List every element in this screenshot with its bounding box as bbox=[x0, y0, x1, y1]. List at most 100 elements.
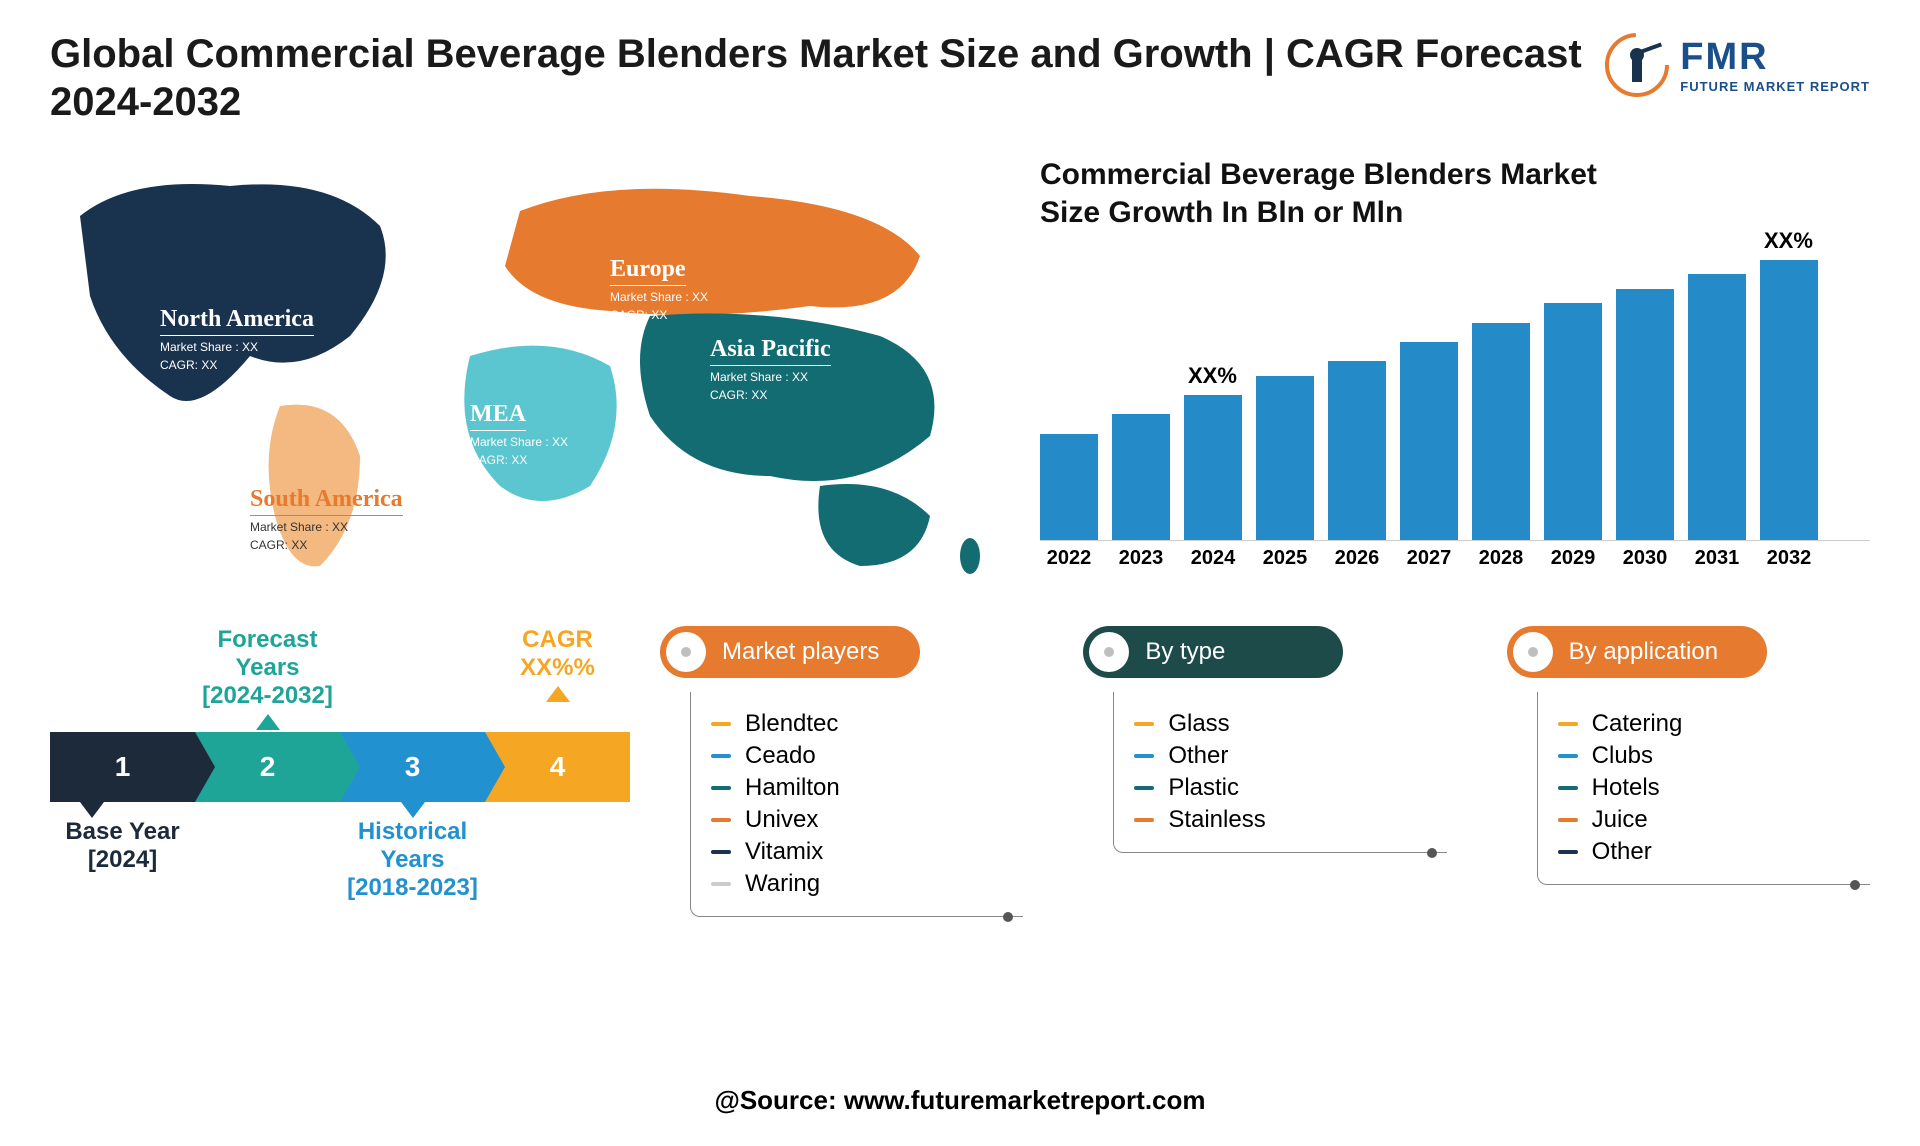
list-item: Glass bbox=[1134, 710, 1446, 738]
timeline-base-title: Base Year bbox=[50, 818, 195, 846]
bar-x-label: 2031 bbox=[1688, 547, 1746, 570]
world-map: North AmericaMarket Share : XXCAGR: XX So… bbox=[50, 156, 1000, 576]
arrow-up-icon bbox=[256, 714, 280, 730]
chart-annotation: XX% bbox=[1764, 228, 1813, 254]
list-item: Vitamix bbox=[711, 838, 1023, 866]
bar-2024 bbox=[1184, 395, 1242, 540]
list-item: Blendtec bbox=[711, 710, 1023, 738]
mid-section: North AmericaMarket Share : XXCAGR: XX So… bbox=[50, 156, 1870, 576]
dot-icon bbox=[1089, 632, 1129, 672]
tick-icon bbox=[1134, 818, 1154, 822]
tick-icon bbox=[711, 754, 731, 758]
lower-section: Forecast Years [2024-2032] CAGR XX%% 123… bbox=[50, 626, 1870, 917]
tick-icon bbox=[1558, 818, 1578, 822]
category-list: Blendtec Ceado Hamilton Univex Vitamix Waring bbox=[690, 692, 1023, 917]
timeline-seg-3: 3 bbox=[340, 732, 485, 802]
tick-icon bbox=[1134, 786, 1154, 790]
bar-2030 bbox=[1616, 289, 1674, 540]
list-item: Other bbox=[1558, 838, 1870, 866]
chart-title: Commercial Beverage Blenders Market Size… bbox=[1040, 156, 1600, 231]
tick-icon bbox=[711, 786, 731, 790]
category-list: Catering Clubs Hotels Juice Other bbox=[1537, 692, 1870, 885]
timeline-hist-title: Historical Years bbox=[340, 818, 485, 874]
timeline-seg-4: 4 bbox=[485, 732, 630, 802]
chart-annotation: XX% bbox=[1188, 363, 1237, 389]
bar-x-label: 2032 bbox=[1760, 547, 1818, 570]
category-list: Glass Other Plastic Stainless bbox=[1113, 692, 1446, 853]
timeline-hist-range: [2018-2023] bbox=[340, 874, 485, 902]
category-columns: Market players Blendtec Ceado Hamilton Unive… bbox=[660, 626, 1870, 917]
category-market-players: Market players Blendtec Ceado Hamilton Unive… bbox=[660, 626, 1023, 917]
bar-x-label: 2025 bbox=[1256, 547, 1314, 570]
chart-bars: XX%XX% bbox=[1040, 251, 1870, 541]
bar-2029 bbox=[1544, 303, 1602, 540]
timeline-cagr-title: CAGR bbox=[485, 626, 630, 654]
map-region-ap-nz bbox=[960, 538, 980, 574]
bar-x-label: 2027 bbox=[1400, 547, 1458, 570]
bar-2028 bbox=[1472, 323, 1530, 541]
bar-x-label: 2023 bbox=[1112, 547, 1170, 570]
bar-2022 bbox=[1040, 434, 1098, 540]
chart-x-labels: 2022202320242025202620272028202920302031… bbox=[1040, 547, 1870, 570]
logo: FMR FUTURE MARKET REPORT bbox=[1602, 30, 1870, 100]
tick-icon bbox=[711, 722, 731, 726]
tick-icon bbox=[1558, 850, 1578, 854]
map-label-mea: MEAMarket Share : XXCAGR: XX bbox=[470, 401, 568, 467]
category-by-type: By type Glass Other Plastic Stainless bbox=[1083, 626, 1446, 917]
category-header: By application bbox=[1507, 626, 1767, 678]
bar-2031 bbox=[1688, 274, 1746, 540]
timeline-cagr-range: XX%% bbox=[485, 654, 630, 682]
map-label-eu: EuropeMarket Share : XXCAGR: XX bbox=[610, 256, 708, 322]
category-header: Market players bbox=[660, 626, 920, 678]
tick-icon bbox=[1558, 722, 1578, 726]
list-item: Juice bbox=[1558, 806, 1870, 834]
arrow-down-icon bbox=[401, 802, 425, 818]
arrow-up-icon bbox=[546, 686, 570, 702]
bar-x-label: 2022 bbox=[1040, 547, 1098, 570]
map-label-ap: Asia PacificMarket Share : XXCAGR: XX bbox=[710, 336, 831, 402]
bar-2032 bbox=[1760, 260, 1818, 540]
bar-x-label: 2028 bbox=[1472, 547, 1530, 570]
timeline-base-range: [2024] bbox=[50, 846, 195, 874]
bar-chart: Commercial Beverage Blenders Market Size… bbox=[1040, 156, 1870, 576]
timeline-seg-2: 2 bbox=[195, 732, 340, 802]
list-item: Waring bbox=[711, 870, 1023, 898]
tick-icon bbox=[1134, 754, 1154, 758]
page-title: Global Commercial Beverage Blenders Mark… bbox=[50, 30, 1600, 126]
list-item: Hamilton bbox=[711, 774, 1023, 802]
header: Global Commercial Beverage Blenders Mark… bbox=[50, 30, 1870, 126]
tick-icon bbox=[1558, 754, 1578, 758]
tick-icon bbox=[711, 818, 731, 822]
map-region-eu bbox=[505, 189, 920, 315]
map-region-ap-aus bbox=[818, 484, 930, 566]
list-item: Other bbox=[1134, 742, 1446, 770]
tick-icon bbox=[711, 850, 731, 854]
logo-icon bbox=[1602, 30, 1672, 100]
timeline-forecast-range: [2024-2032] bbox=[195, 682, 340, 710]
bar-2026 bbox=[1328, 361, 1386, 540]
source-attribution: @Source: www.futuremarketreport.com bbox=[0, 1085, 1920, 1116]
map-label-sa: South AmericaMarket Share : XXCAGR: XX bbox=[250, 486, 403, 552]
list-item: Stainless bbox=[1134, 806, 1446, 834]
list-item: Plastic bbox=[1134, 774, 1446, 802]
logo-text-main: FMR bbox=[1680, 36, 1870, 79]
bar-2023 bbox=[1112, 414, 1170, 540]
bar-2027 bbox=[1400, 342, 1458, 540]
timeline-seg-1: 1 bbox=[50, 732, 195, 802]
timeline-forecast-title: Forecast Years bbox=[195, 626, 340, 682]
map-label-na: North AmericaMarket Share : XXCAGR: XX bbox=[160, 306, 314, 372]
category-by-application: By application Catering Clubs Hotels Juice Ot… bbox=[1507, 626, 1870, 917]
list-item: Clubs bbox=[1558, 742, 1870, 770]
dot-icon bbox=[1513, 632, 1553, 672]
tick-icon bbox=[711, 882, 731, 886]
dot-icon bbox=[666, 632, 706, 672]
category-header: By type bbox=[1083, 626, 1343, 678]
list-item: Ceado bbox=[711, 742, 1023, 770]
list-item: Univex bbox=[711, 806, 1023, 834]
bar-2025 bbox=[1256, 376, 1314, 540]
list-item: Catering bbox=[1558, 710, 1870, 738]
bar-x-label: 2024 bbox=[1184, 547, 1242, 570]
arrow-down-icon bbox=[80, 802, 104, 818]
list-item: Hotels bbox=[1558, 774, 1870, 802]
bar-x-label: 2030 bbox=[1616, 547, 1674, 570]
